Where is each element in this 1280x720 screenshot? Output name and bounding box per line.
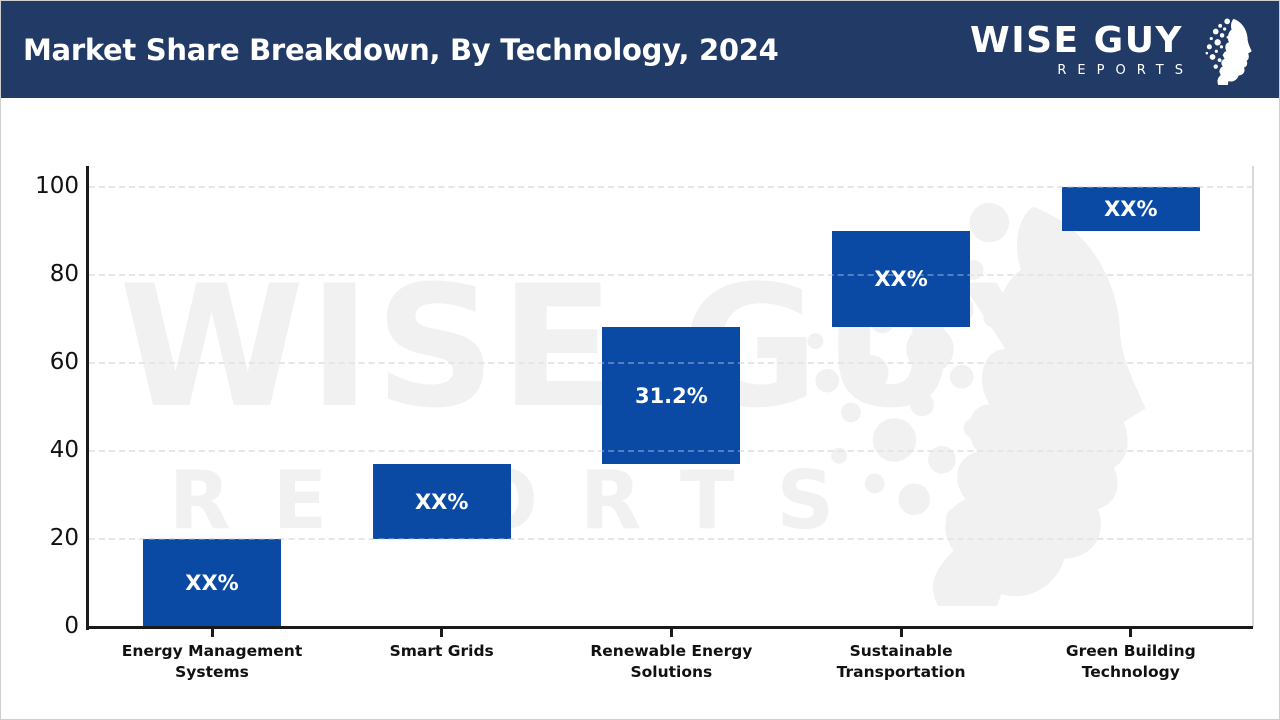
plot-right-edge xyxy=(1252,166,1254,627)
watermark-head-graphic xyxy=(807,202,1146,606)
page-title: Market Share Breakdown, By Technology, 2… xyxy=(23,32,779,67)
bar-5 xyxy=(1061,187,1200,231)
bar-value-label: XX% xyxy=(1104,197,1158,221)
y-axis-line xyxy=(86,166,89,630)
bar-value-label: XX% xyxy=(414,489,469,514)
gridline-80 xyxy=(89,274,1253,276)
y-tick-label: 60 xyxy=(49,348,79,375)
bar-4 xyxy=(832,231,971,327)
brand-subtitle: REPORTS xyxy=(1057,62,1194,78)
gridline-20 xyxy=(89,538,1253,540)
header-bar: Market Share Breakdown, By Technology, 2… xyxy=(1,1,1279,98)
x-tick-mark xyxy=(899,629,903,637)
y-tick-label: 20 xyxy=(49,524,79,551)
bar-value-label: 31.2% xyxy=(634,383,708,408)
gridline-overlay-20 xyxy=(89,538,1253,540)
category-label: Energy Management Systems xyxy=(121,642,303,682)
bar-value-label: XX% xyxy=(874,266,928,291)
y-tick-label: 80 xyxy=(49,260,79,287)
category-label: Sustainable Transportation xyxy=(836,642,966,682)
y-tick-label: 100 xyxy=(35,172,79,199)
category-label: Green Building Technology xyxy=(1065,642,1196,682)
category-label: Smart Grids xyxy=(389,642,494,660)
gridline-overlay-40 xyxy=(89,450,1253,452)
x-tick-mark xyxy=(210,629,214,637)
y-tick-label: 40 xyxy=(49,436,79,463)
bar-3 xyxy=(602,326,741,465)
category-label: Renewable Energy Solutions xyxy=(590,642,753,682)
gridline-100 xyxy=(89,186,1253,188)
bar-1 xyxy=(143,539,281,627)
gridline-overlay-80 xyxy=(89,274,1253,276)
brand-name: WISE GUY xyxy=(969,19,1183,61)
head-profile-icon xyxy=(1205,18,1252,85)
y-tick-label: 0 xyxy=(64,612,79,639)
x-tick-mark xyxy=(669,629,673,637)
x-axis-line xyxy=(86,626,1253,629)
gridline-overlay-60 xyxy=(89,362,1253,364)
gridline-overlay-100 xyxy=(89,186,1253,188)
brand-logo: WISE GUY REPORTS xyxy=(970,9,1259,91)
x-tick-mark xyxy=(1129,629,1133,637)
bar-2 xyxy=(372,464,511,539)
bar-value-label: XX% xyxy=(185,571,239,595)
x-tick-mark xyxy=(440,629,444,637)
brand-logo-text: WISE GUY REPORTS xyxy=(969,19,1183,77)
